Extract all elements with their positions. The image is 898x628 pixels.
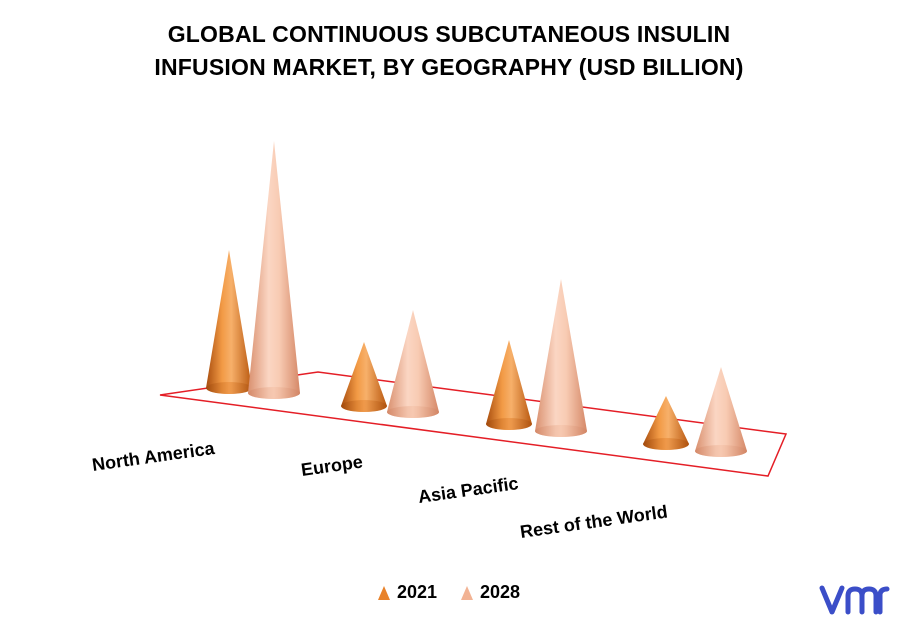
chart-title: GLOBAL CONTINUOUS SUBCUTANEOUS INSULIN I… <box>154 21 744 80</box>
legend-item-2021: 2021 <box>377 582 437 603</box>
category-label-3: Rest of the World <box>519 501 669 541</box>
cone-2028-0 <box>248 141 300 399</box>
cone-2021-0 <box>206 250 252 394</box>
category-label-2: Asia Pacific <box>417 473 520 507</box>
chart-cones <box>206 141 747 457</box>
legend-swatch-2021 <box>377 585 390 600</box>
cone-2028-2 <box>535 279 587 437</box>
legend-swatch-2028 <box>461 585 473 600</box>
cone-2021-1 <box>341 342 387 412</box>
category-label-0: North America <box>91 438 217 475</box>
category-label-1: Europe <box>300 452 364 480</box>
cone-2021-2 <box>486 340 532 430</box>
cone-2028-3 <box>695 367 747 457</box>
cone-2021-3 <box>643 396 689 450</box>
cone-2028-1 <box>387 310 439 418</box>
legend-label-2021: 2021 <box>396 582 437 602</box>
vmr-logo <box>819 585 890 615</box>
legend-item-2028: 2028 <box>461 582 520 603</box>
chart-legend: 2021 2028 <box>0 582 898 603</box>
legend-label-2028: 2028 <box>480 582 521 602</box>
